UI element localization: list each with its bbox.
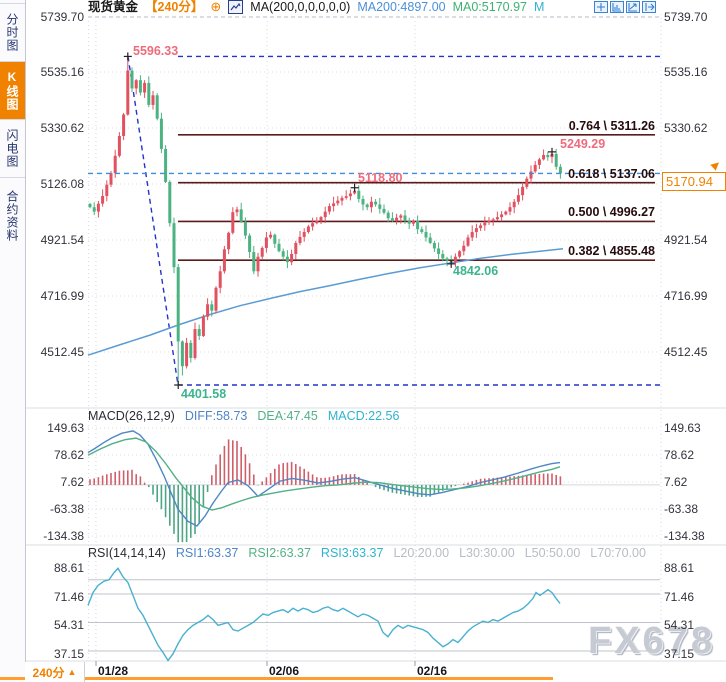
rsi-axis-label: 37.15 [53, 647, 84, 661]
macd-axis-label: 7.62 [60, 475, 84, 489]
price-axis-label: 4921.54 [40, 233, 84, 247]
rsi3-label: RSI3:63.37 [320, 546, 384, 560]
price-axis-label: 4512.45 [664, 345, 708, 359]
rsi-title: RSI(14,14,14) [88, 546, 166, 560]
sidebar-tab-4[interactable]: 合约资料 [0, 177, 25, 254]
rsi-header: RSI(14,14,14) RSI1:63.37 RSI2:63.37 RSI3… [88, 546, 660, 560]
current-price-value: 5170.94 [666, 174, 713, 189]
chart-header: 现货黄金 【240分】 ⊕ MA(200,0,0,0,0,0) MA200:48… [88, 0, 544, 14]
rsi2-label: RSI2:63.37 [248, 546, 311, 560]
rsi1-label: RSI1:63.37 [175, 546, 239, 560]
dropdown-arrow-icon: ▲ [67, 667, 77, 677]
axis-scale-icon[interactable] [610, 1, 624, 13]
price-axis-label: 4716.99 [40, 289, 84, 303]
rsi-axis-label: 37.15 [664, 647, 695, 661]
date-axis-label: 02/16 [417, 664, 448, 678]
price-annotation: 5249.29 [560, 137, 606, 151]
macd-header: MACD(26,12,9) DIFF:58.73 DEA:47.45 MACD:… [88, 409, 399, 423]
price-axis-label: 4921.54 [664, 233, 708, 247]
price-axis-label: 4716.99 [664, 289, 708, 303]
symbol-name: 现货黄金 [88, 0, 139, 14]
chart-zoom-icon[interactable] [626, 1, 640, 13]
fib-level-label: 0.500 \ 4996.27 [568, 205, 655, 220]
fib-level-label: 0.764 \ 5311.26 [568, 118, 655, 133]
macd-title: MACD(26,12,9) [88, 409, 175, 423]
candle-chart-icon [228, 0, 244, 14]
price-annotation: 4842.06 [453, 264, 499, 278]
macd-axis-label: -134.38 [664, 529, 705, 543]
rsi-level-label: L20:20.00 [393, 546, 450, 560]
sidebar-tab-1[interactable]: 分时图 [0, 3, 25, 61]
macd-dea-label: DEA:47.45 [257, 409, 318, 423]
sidebar-tab-2[interactable]: K线图 [0, 61, 25, 119]
pan-crosshair-icon[interactable] [594, 1, 608, 13]
rsi-level-label: L70:70.00 [590, 546, 646, 560]
ma-formula-label: MA(200,0,0,0,0,0) [250, 0, 351, 14]
macd-axis-label: 149.63 [47, 421, 84, 435]
macd-value-label: MACD:22.56 [327, 409, 400, 423]
macd-axis-label: -63.38 [49, 502, 84, 516]
export-right-icon[interactable] [642, 1, 656, 13]
price-axis-label: 5535.16 [664, 65, 708, 79]
ma0-value-label: MA0:5170.97 [452, 0, 527, 14]
fib-level-label: 0.382 \ 4855.48 [568, 244, 655, 259]
bottom-progress-bar [0, 677, 553, 680]
rsi-axis-label: 54.31 [664, 618, 695, 632]
current-price-box: 5170.94 [662, 172, 726, 191]
macd-axis-label: 78.62 [664, 448, 695, 462]
watermark: FX678 [588, 620, 715, 662]
period-tag: 【240分】 [145, 0, 204, 14]
rsi-axis-label: 88.61 [53, 561, 84, 575]
fib-level-label: 0.618 \ 5137.06 [568, 166, 655, 181]
price-axis-label: 5330.62 [664, 121, 708, 135]
ma-more-label: M [533, 0, 545, 14]
price-axis-label: 4512.45 [40, 345, 84, 359]
rsi-axis-label: 71.46 [664, 590, 695, 604]
period-selector[interactable]: 240分 ▲ [25, 662, 85, 682]
date-axis-label: 02/06 [269, 664, 300, 678]
add-indicator-icon[interactable]: ⊕ [210, 0, 222, 14]
period-selector-label: 240分 [32, 665, 65, 680]
price-axis-label: 5739.70 [40, 10, 84, 24]
macd-axis-label: -63.38 [664, 502, 699, 516]
date-axis-label: 01/28 [98, 664, 129, 678]
sidebar-tab-3[interactable]: 闪电图 [0, 119, 25, 177]
macd-axis-label: 149.63 [664, 421, 701, 435]
sidebar: 分时图 K线图 闪电图 合约资料 [0, 0, 26, 682]
rsi-axis-label: 54.31 [53, 618, 84, 632]
macd-axis-label: 78.62 [53, 448, 84, 462]
macd-axis-label: -134.38 [43, 529, 84, 543]
price-axis-label: 5330.62 [40, 121, 84, 135]
rsi-level-label: L50:50.00 [524, 546, 581, 560]
ma200-value-label: MA200:4897.00 [357, 0, 446, 14]
price-annotation: 4401.58 [181, 387, 227, 401]
price-annotation: 5118.80 [358, 171, 403, 185]
macd-diff-label: DIFF:58.73 [184, 409, 248, 423]
macd-axis-label: 7.62 [664, 475, 688, 489]
rsi-axis-label: 88.61 [664, 561, 695, 575]
price-axis-label: 5535.16 [40, 65, 84, 79]
price-annotation: 5596.33 [133, 44, 179, 58]
rsi-level-label: L30:30.00 [459, 546, 515, 560]
rsi-axis-label: 71.46 [53, 590, 84, 604]
price-axis-label: 5739.70 [664, 10, 708, 24]
chart-toolbar [594, 1, 656, 13]
price-axis-label: 5126.08 [40, 177, 84, 191]
